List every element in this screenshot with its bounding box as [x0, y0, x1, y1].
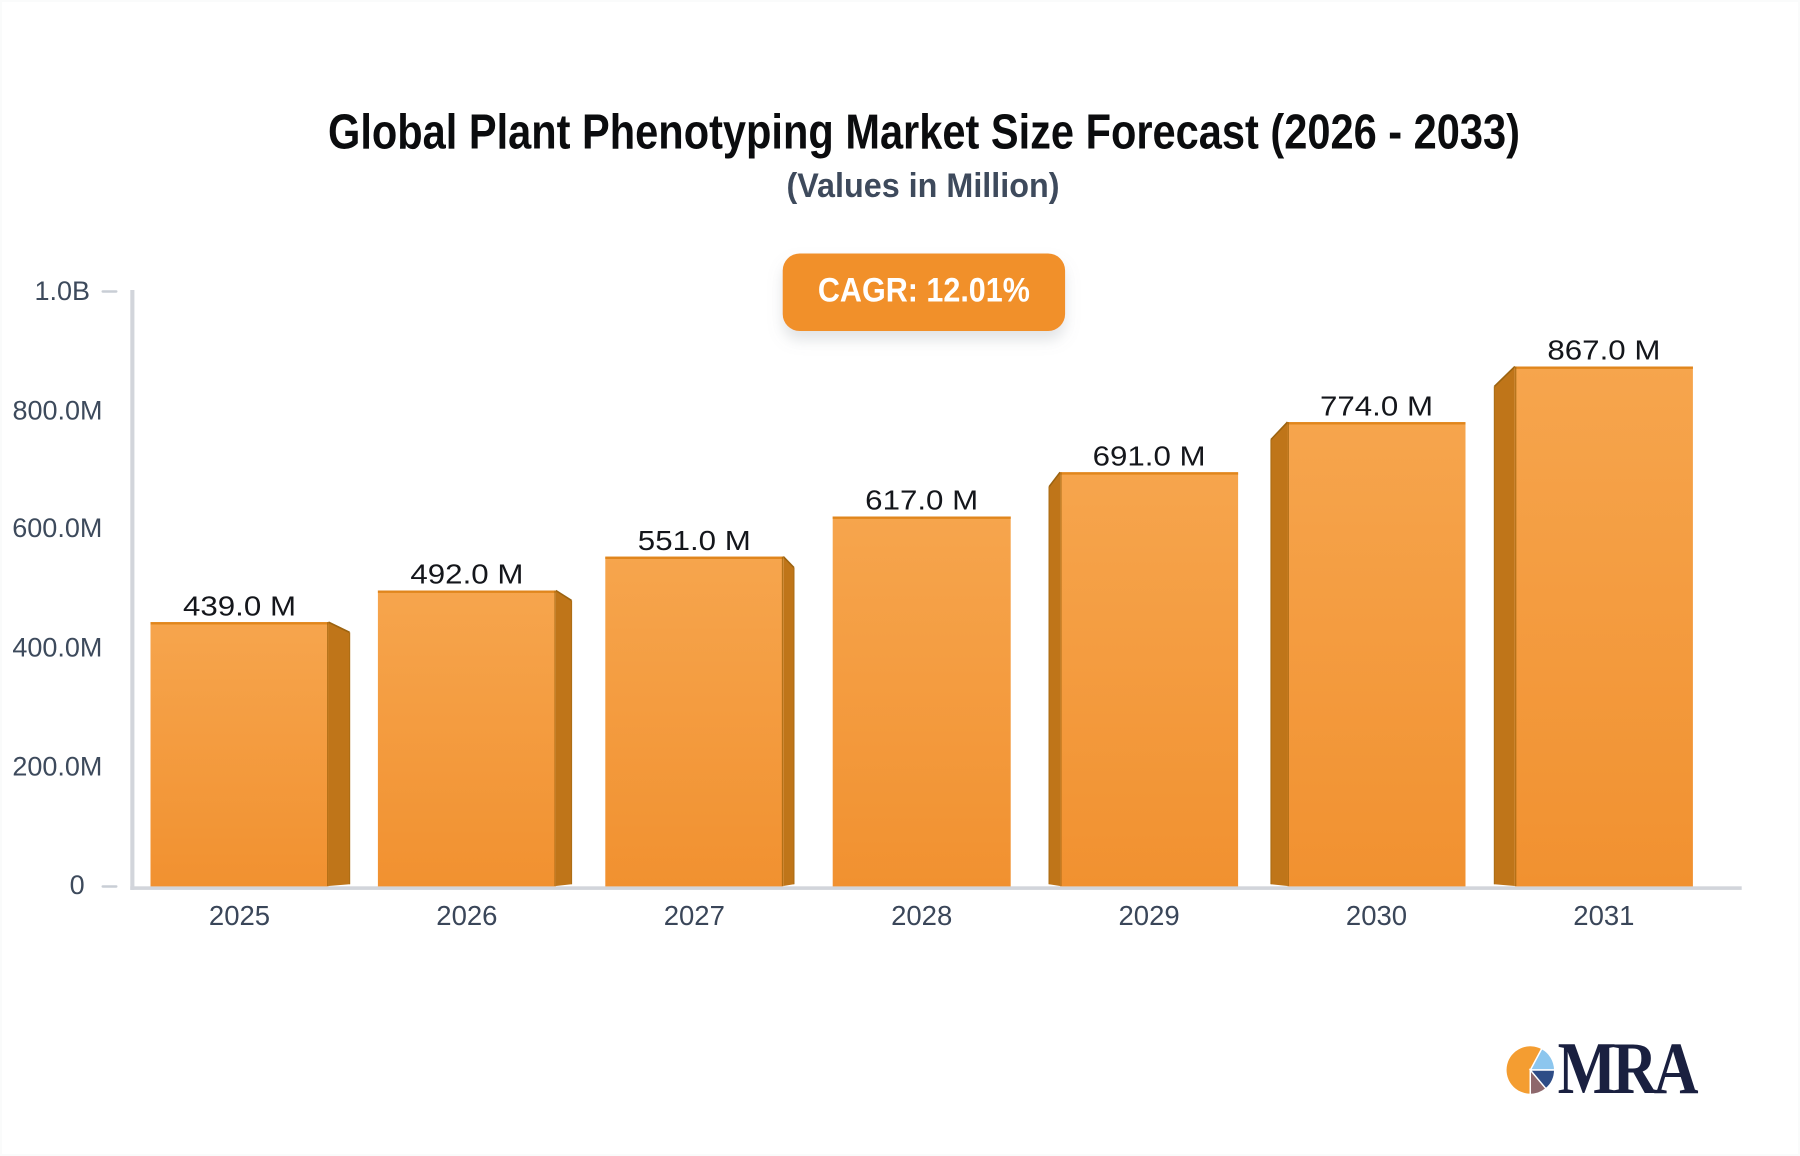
svg-text:Global Plant Phenotyping Marke: Global Plant Phenotyping Market Size For…: [328, 106, 1520, 160]
svg-text:691.0 M: 691.0 M: [1093, 440, 1206, 471]
svg-text:2025: 2025: [209, 900, 270, 931]
svg-text:2031: 2031: [1573, 900, 1634, 931]
svg-text:MRA: MRA: [1558, 1027, 1699, 1109]
svg-text:867.0 M: 867.0 M: [1547, 335, 1660, 366]
svg-text:800.0M: 800.0M: [12, 395, 102, 425]
svg-text:(Values in Million): (Values in Million): [787, 167, 1060, 205]
svg-text:2027: 2027: [664, 900, 725, 931]
svg-text:617.0 M: 617.0 M: [865, 485, 978, 516]
svg-text:2030: 2030: [1346, 900, 1407, 931]
svg-text:600.0M: 600.0M: [12, 513, 102, 543]
svg-text:492.0 M: 492.0 M: [410, 559, 523, 590]
svg-text:200.0M: 200.0M: [12, 751, 102, 781]
svg-text:2026: 2026: [436, 900, 497, 931]
svg-text:551.0 M: 551.0 M: [638, 525, 751, 556]
svg-text:CAGR: 12.01%: CAGR: 12.01%: [818, 272, 1030, 310]
svg-text:439.0 M: 439.0 M: [183, 590, 296, 621]
svg-text:2029: 2029: [1119, 900, 1180, 931]
svg-text:2028: 2028: [891, 900, 952, 931]
svg-text:1.0B: 1.0B: [35, 276, 91, 306]
svg-text:400.0M: 400.0M: [12, 633, 102, 663]
svg-text:0: 0: [70, 870, 85, 900]
svg-text:774.0 M: 774.0 M: [1320, 390, 1433, 421]
